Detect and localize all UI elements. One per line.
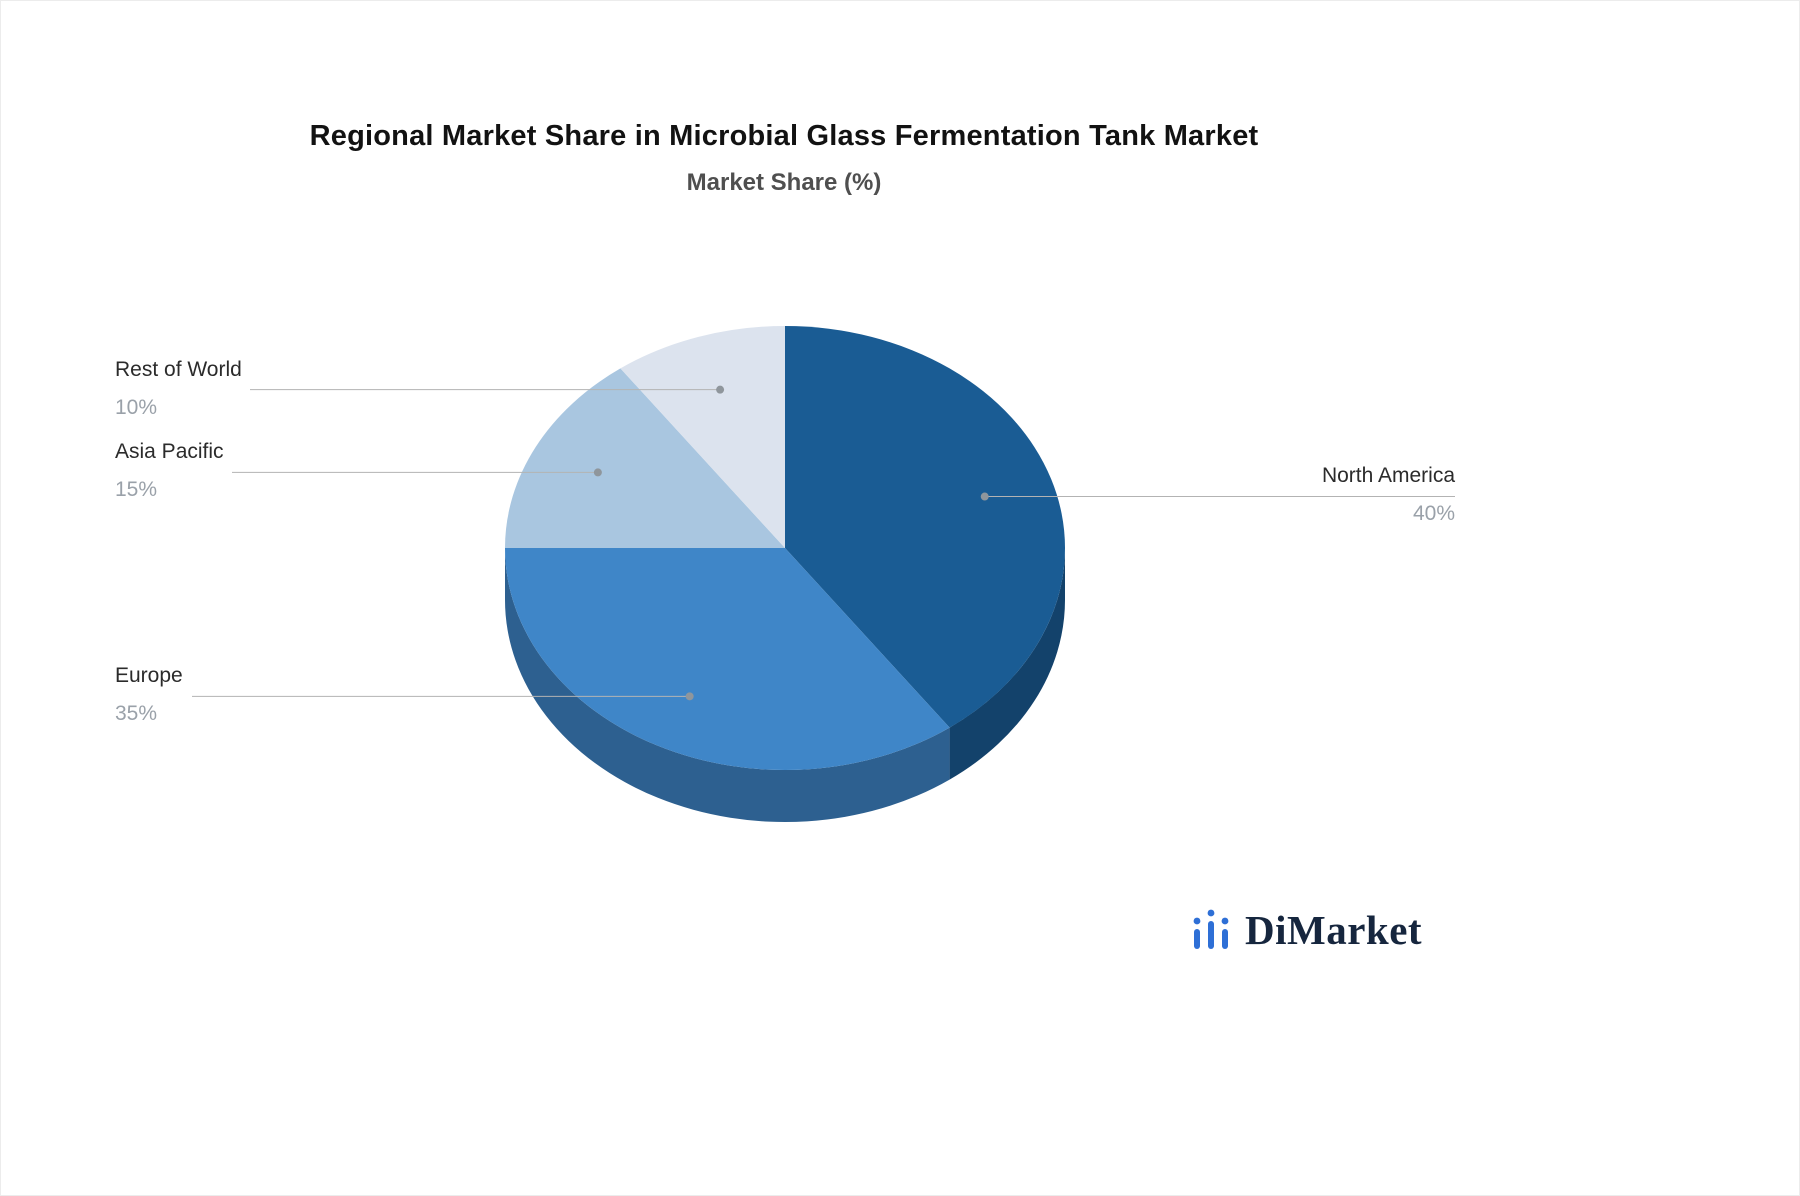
pie-slice-rest-of-world [620,326,785,548]
slice-label: Asia Pacific [115,440,224,463]
chart-title: Regional Market Share in Microbial Glass… [309,120,1259,152]
pie-slice-north-america [785,326,1065,728]
callout-north-america: North America 40% [1322,464,1455,526]
slice-value: 40% [1412,502,1455,525]
leader-dot-rest-of-world [716,385,725,394]
callout-rest-of-world: Rest of World 10% [115,358,242,420]
callout-asia-pacific: Asia Pacific 15% [115,440,224,502]
leader-dot-asia-pacific [593,468,602,477]
chart-subtitle: Market Share (%) [686,169,882,196]
slice-value: 35% [115,702,158,725]
callout-europe: Europe 35% [115,664,183,726]
brand-logo: DiMarket [1188,906,1422,954]
leader-dot-europe [685,692,694,701]
slice-value: 15% [115,478,158,501]
slice-label: Rest of World [115,358,242,381]
bar-chart-dots-icon [1193,909,1229,949]
pie-slice-side-europe [505,548,950,822]
slice-label: Europe [115,664,183,687]
brand-name: DiMarket [1245,907,1423,953]
pie-slice-asia-pacific [505,368,785,548]
slice-value: 10% [115,396,158,419]
slice-label: North America [1321,464,1455,487]
pie-slice-europe [505,548,950,770]
leader-dot-north-america [980,492,989,501]
pie-slice-side-north-america [949,548,1065,780]
